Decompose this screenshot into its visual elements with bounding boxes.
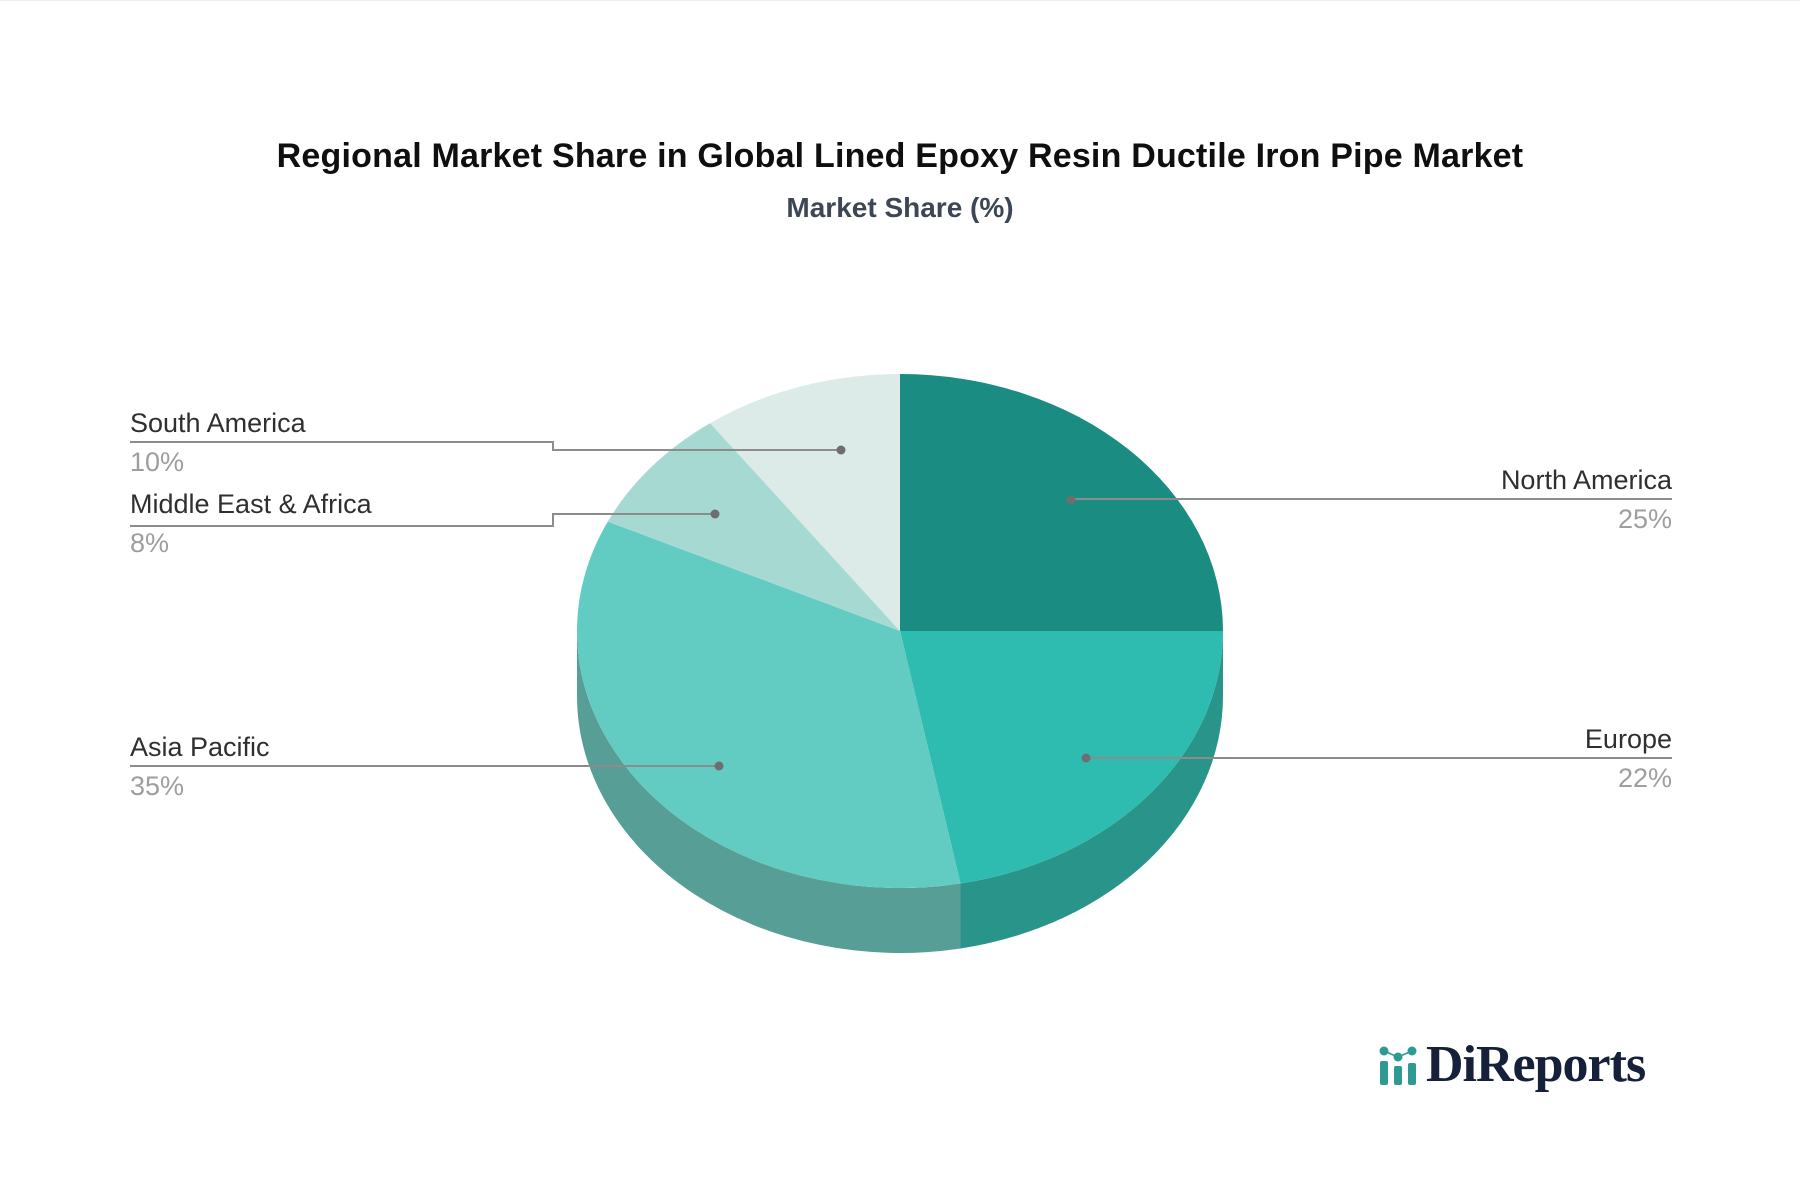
pie-label-value: 8% (130, 528, 170, 558)
pie-label-value: 22% (1617, 763, 1672, 793)
pie-label-value: 35% (130, 771, 185, 801)
pie-slice-asia-pacific[interactable] (576, 521, 961, 889)
pie-label-name: North America (1500, 465, 1672, 495)
leader-line-south-america (130, 441, 841, 451)
pie-label-value: 10% (130, 447, 185, 477)
pie-wall-asia-pacific (577, 631, 961, 954)
direports-logo: DiReports (1376, 1036, 1646, 1093)
pie-slice-north-america[interactable] (900, 374, 1223, 631)
pie-slice-europe[interactable] (900, 631, 1223, 884)
pie-label-name: South America (130, 408, 306, 438)
pie-label-north-america: North America 25% (1501, 464, 1672, 536)
pie-label-middle-east-africa: Middle East & Africa 8% (130, 488, 372, 560)
chart-subtitle: Market Share (%) (786, 192, 1014, 223)
pie-label-south-america: South America 10% (130, 407, 306, 479)
pie-label-name: Asia Pacific (130, 732, 270, 762)
pie-label-name: Europe (1584, 724, 1672, 754)
pie-label-europe: Europe 22% (1585, 723, 1672, 795)
leader-line-middle-east-africa (130, 513, 715, 527)
bar-chart-with-trend-dots-icon (1379, 1046, 1417, 1085)
pie-wall-europe (960, 631, 1223, 949)
leader-dot-europe (1081, 753, 1091, 763)
pie-label-name: Middle East & Africa (130, 489, 372, 519)
pie-slice-south-america[interactable] (710, 374, 900, 631)
leader-dot-asia-pacific (714, 761, 724, 771)
pie-slice-middle-east-africa[interactable] (607, 423, 900, 631)
chart-title: Regional Market Share in Global Lined Ep… (276, 137, 1524, 175)
logo-text: DiReports (1426, 1036, 1646, 1093)
pie-label-value: 25% (1617, 504, 1672, 534)
leader-dot-north-america (1066, 495, 1076, 505)
pie-label-asia-pacific: Asia Pacific 35% (130, 731, 270, 803)
leader-dot-middle-east-africa (710, 509, 720, 519)
leader-dot-south-america (836, 445, 846, 455)
